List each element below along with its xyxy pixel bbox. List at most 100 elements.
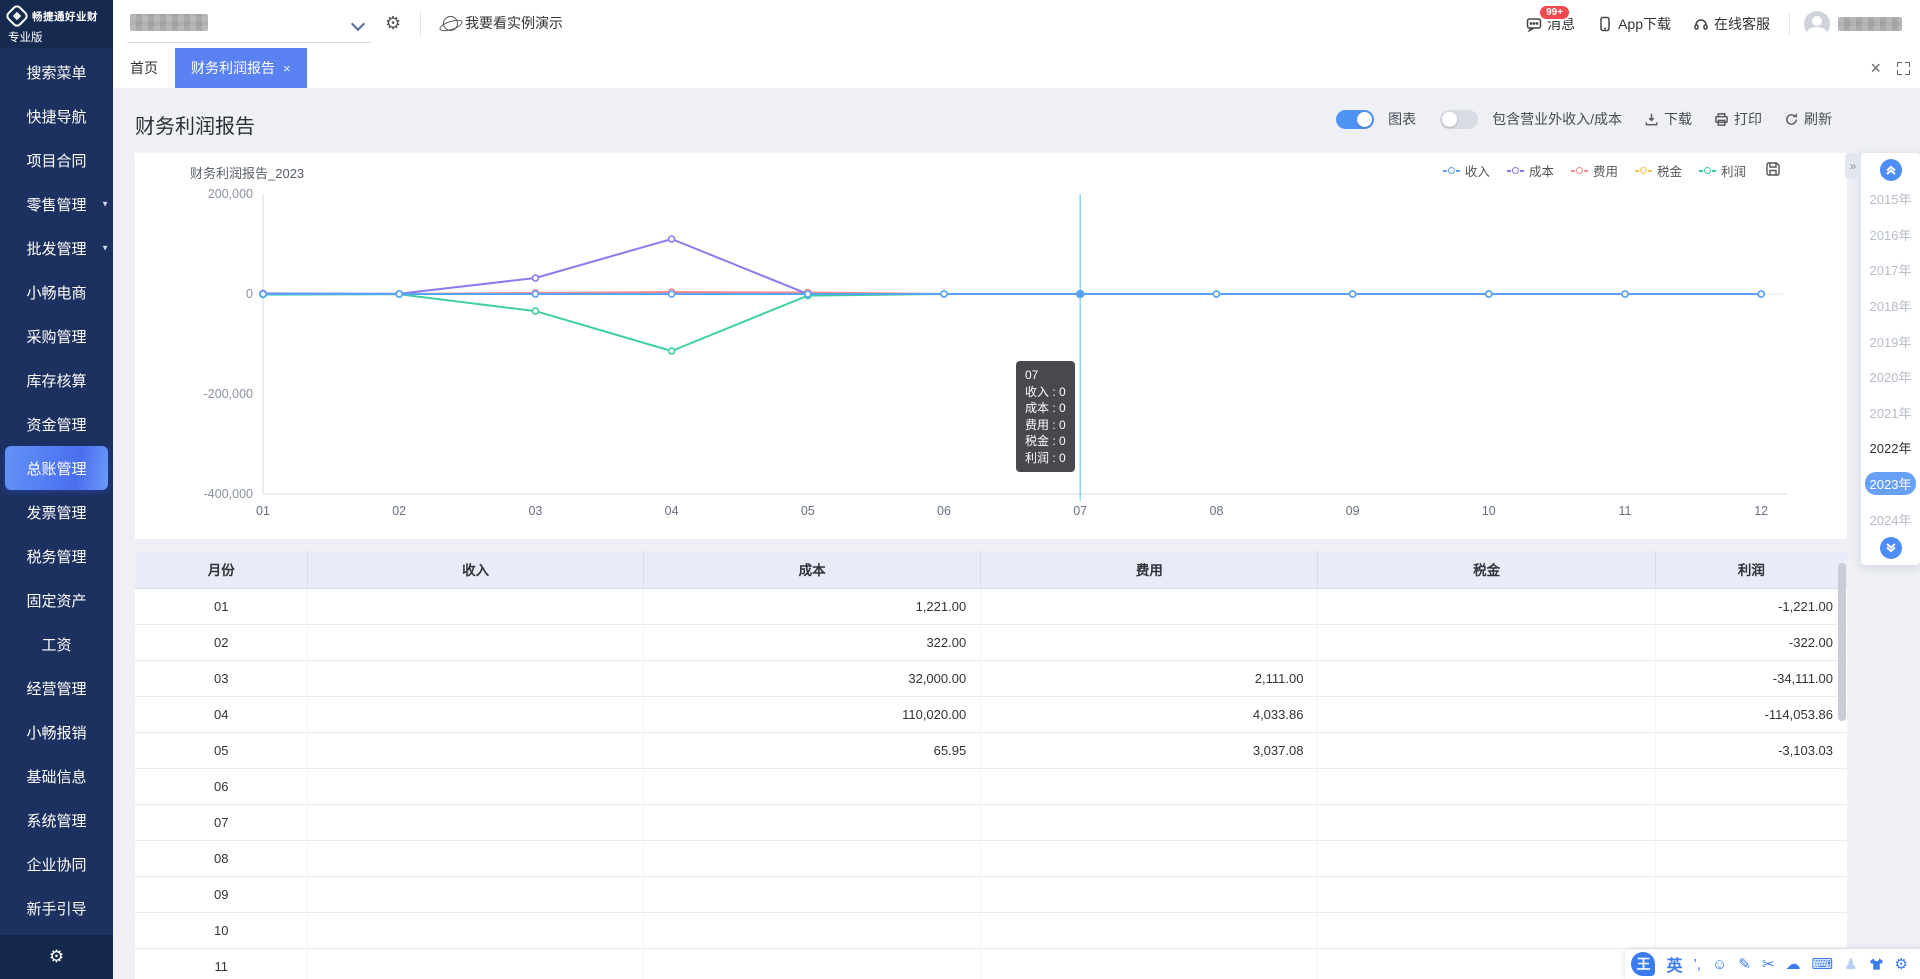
include-nonoperating-toggle[interactable] <box>1440 109 1479 129</box>
ime-language-mode[interactable]: 英 <box>1666 958 1683 975</box>
sidebar-item-库存核算[interactable]: 库存核算 <box>0 358 113 402</box>
column-header-月份[interactable]: 月份 <box>135 551 309 589</box>
year-scroll-down-button[interactable] <box>1879 537 1902 559</box>
ime-person-icon[interactable]: ♟ <box>1844 955 1858 973</box>
sidebar-item-总账管理[interactable]: 总账管理 <box>5 446 108 490</box>
ime-punctuation-icon[interactable]: ’, <box>1693 955 1701 973</box>
sidebar-item-label: 固定资产 <box>26 592 87 610</box>
chart-toggle[interactable] <box>1336 109 1375 129</box>
table-row[interactable]: 05 65.95 3,037.08 -3,103.03 <box>135 732 1847 769</box>
svg-text:03: 03 <box>528 504 542 518</box>
svg-text:02: 02 <box>392 504 406 518</box>
sidebar-settings-gear-icon[interactable]: ⚙ <box>48 947 65 966</box>
tab-close-icon[interactable]: × <box>283 60 291 76</box>
year-item-2024年[interactable]: 2024年 <box>1869 512 1912 528</box>
company-selector[interactable] <box>130 14 208 31</box>
avatar <box>1804 11 1830 37</box>
column-header-税金[interactable]: 税金 <box>1317 551 1656 589</box>
sidebar-item-搜索菜单[interactable]: 搜索菜单 <box>0 50 113 94</box>
sidebar-item-税务管理[interactable]: 税务管理 <box>0 534 113 578</box>
ime-keyboard-icon[interactable]: ⌨ <box>1811 955 1834 973</box>
brand-name: 畅捷通好业财 <box>32 10 98 23</box>
content-scrollbar-thumb[interactable] <box>1838 563 1846 721</box>
cell-value <box>307 696 644 733</box>
ime-emoji-icon[interactable]: ☺ <box>1711 955 1728 973</box>
cell-value <box>307 588 644 625</box>
legend-label: 成本 <box>1528 165 1554 179</box>
ime-settings-gear-icon[interactable]: ⚙ <box>1894 955 1908 973</box>
year-panel-collapse-handle[interactable]: » <box>1845 153 1861 179</box>
sidebar-item-固定资产[interactable]: 固定资产 <box>0 578 113 622</box>
tab-财务利润报告[interactable]: 财务利润报告 × <box>175 48 307 88</box>
legend-item-利润[interactable]: 利润 <box>1698 161 1746 180</box>
table-row[interactable]: 08 <box>135 840 1847 877</box>
sidebar-item-采购管理[interactable]: 采购管理 <box>0 314 113 358</box>
year-item-2022年[interactable]: 2022年 <box>1869 441 1912 457</box>
year-item-2016年[interactable]: 2016年 <box>1869 227 1912 243</box>
sidebar-item-系统管理[interactable]: 系统管理 <box>0 798 113 842</box>
column-header-成本[interactable]: 成本 <box>643 551 982 589</box>
close-icon[interactable]: × <box>1870 57 1881 78</box>
table-row[interactable]: 11 <box>135 948 1847 979</box>
table-row[interactable]: 06 <box>135 768 1847 805</box>
save-chart-icon[interactable] <box>1765 161 1781 180</box>
ime-skin-shirt-icon[interactable] <box>1869 957 1884 971</box>
sidebar-item-小畅电商[interactable]: 小畅电商 <box>0 270 113 314</box>
table-row[interactable]: 10 <box>135 912 1847 949</box>
year-item-2021年[interactable]: 2021年 <box>1869 405 1912 421</box>
legend-item-成本[interactable]: 成本 <box>1506 161 1554 180</box>
year-item-2017年[interactable]: 2017年 <box>1869 263 1912 279</box>
legend-item-收入[interactable]: 收入 <box>1442 161 1490 180</box>
sidebar-item-零售管理[interactable]: 零售管理 ▼ <box>0 182 113 226</box>
year-item-2020年[interactable]: 2020年 <box>1869 370 1912 386</box>
sidebar-item-小畅报销[interactable]: 小畅报销 <box>0 710 113 754</box>
download-button[interactable]: 下载 <box>1644 109 1692 129</box>
column-header-利润[interactable]: 利润 <box>1655 551 1847 589</box>
table-row[interactable]: 02 322.00 -322.00 <box>135 624 1847 661</box>
year-item-2019年[interactable]: 2019年 <box>1869 334 1912 350</box>
year-scroll-up-button[interactable] <box>1879 159 1902 181</box>
messages-button[interactable]: 消息 99+ <box>1526 4 1575 34</box>
legend-item-费用[interactable]: 费用 <box>1570 161 1618 180</box>
demo-link[interactable]: 我要看实例演示 <box>443 13 563 33</box>
app-download-button[interactable]: App下载 <box>1597 14 1671 34</box>
table-row[interactable]: 01 1,221.00 -1,221.00 <box>135 588 1847 625</box>
table-row[interactable]: 04 110,020.00 4,033.86 -114,053.86 <box>135 696 1847 733</box>
table-row[interactable]: 09 <box>135 876 1847 913</box>
refresh-button[interactable]: 刷新 <box>1784 109 1832 129</box>
table-row[interactable]: 03 32,000.00 2,111.00 -34,111.00 <box>135 660 1847 697</box>
sidebar-item-项目合同[interactable]: 项目合同 <box>0 138 113 182</box>
year-item-2018年[interactable]: 2018年 <box>1869 299 1912 315</box>
sidebar-item-发票管理[interactable]: 发票管理 <box>0 490 113 534</box>
year-item-2015年[interactable]: 2015年 <box>1869 192 1912 208</box>
tooltip-row: 费用 : 0 <box>1025 417 1066 432</box>
chevron-down-icon[interactable] <box>353 18 363 28</box>
tab-首页[interactable]: 首页 <box>113 48 175 88</box>
sidebar-item-经营管理[interactable]: 经营管理 <box>0 666 113 710</box>
sidebar-item-资金管理[interactable]: 资金管理 <box>0 402 113 446</box>
sidebar-item-快捷导航[interactable]: 快捷导航 <box>0 94 113 138</box>
sidebar-item-新手引导[interactable]: 新手引导 <box>0 886 113 930</box>
settings-gear-icon[interactable]: ⚙ <box>385 13 402 33</box>
year-item-2023年[interactable]: 2023年 <box>1864 472 1917 496</box>
fullscreen-icon[interactable] <box>1897 61 1910 75</box>
ime-logo-button[interactable]: 王 <box>1631 952 1656 976</box>
ime-scissors-icon[interactable]: ✂ <box>1761 955 1775 973</box>
column-header-费用[interactable]: 费用 <box>980 551 1319 589</box>
sidebar-item-批发管理[interactable]: 批发管理 ▼ <box>0 226 113 270</box>
cell-value <box>1655 768 1847 805</box>
sidebar-item-工资[interactable]: 工资 <box>0 622 113 666</box>
cell-value: -1,221.00 <box>1655 588 1847 625</box>
print-button[interactable]: 打印 <box>1714 109 1762 129</box>
support-button[interactable]: 在线客服 <box>1693 14 1770 34</box>
sidebar-item-企业协同[interactable]: 企业协同 <box>0 842 113 886</box>
cell-value: 4,033.86 <box>980 696 1319 733</box>
profit-chart-svg[interactable]: 01 02 03 04 05 06 07 08 09 10 11 12 200,000 0 -200,000… <box>135 153 1847 539</box>
table-row[interactable]: 07 <box>135 804 1847 841</box>
sidebar-item-基础信息[interactable]: 基础信息 <box>0 754 113 798</box>
ime-cloud-icon[interactable]: ☁ <box>1785 955 1801 973</box>
legend-item-税金[interactable]: 税金 <box>1634 161 1682 180</box>
ime-handwriting-pencil-icon[interactable]: ✎ <box>1738 955 1751 973</box>
column-header-收入[interactable]: 收入 <box>307 551 644 589</box>
user-area[interactable] <box>1789 0 1902 48</box>
